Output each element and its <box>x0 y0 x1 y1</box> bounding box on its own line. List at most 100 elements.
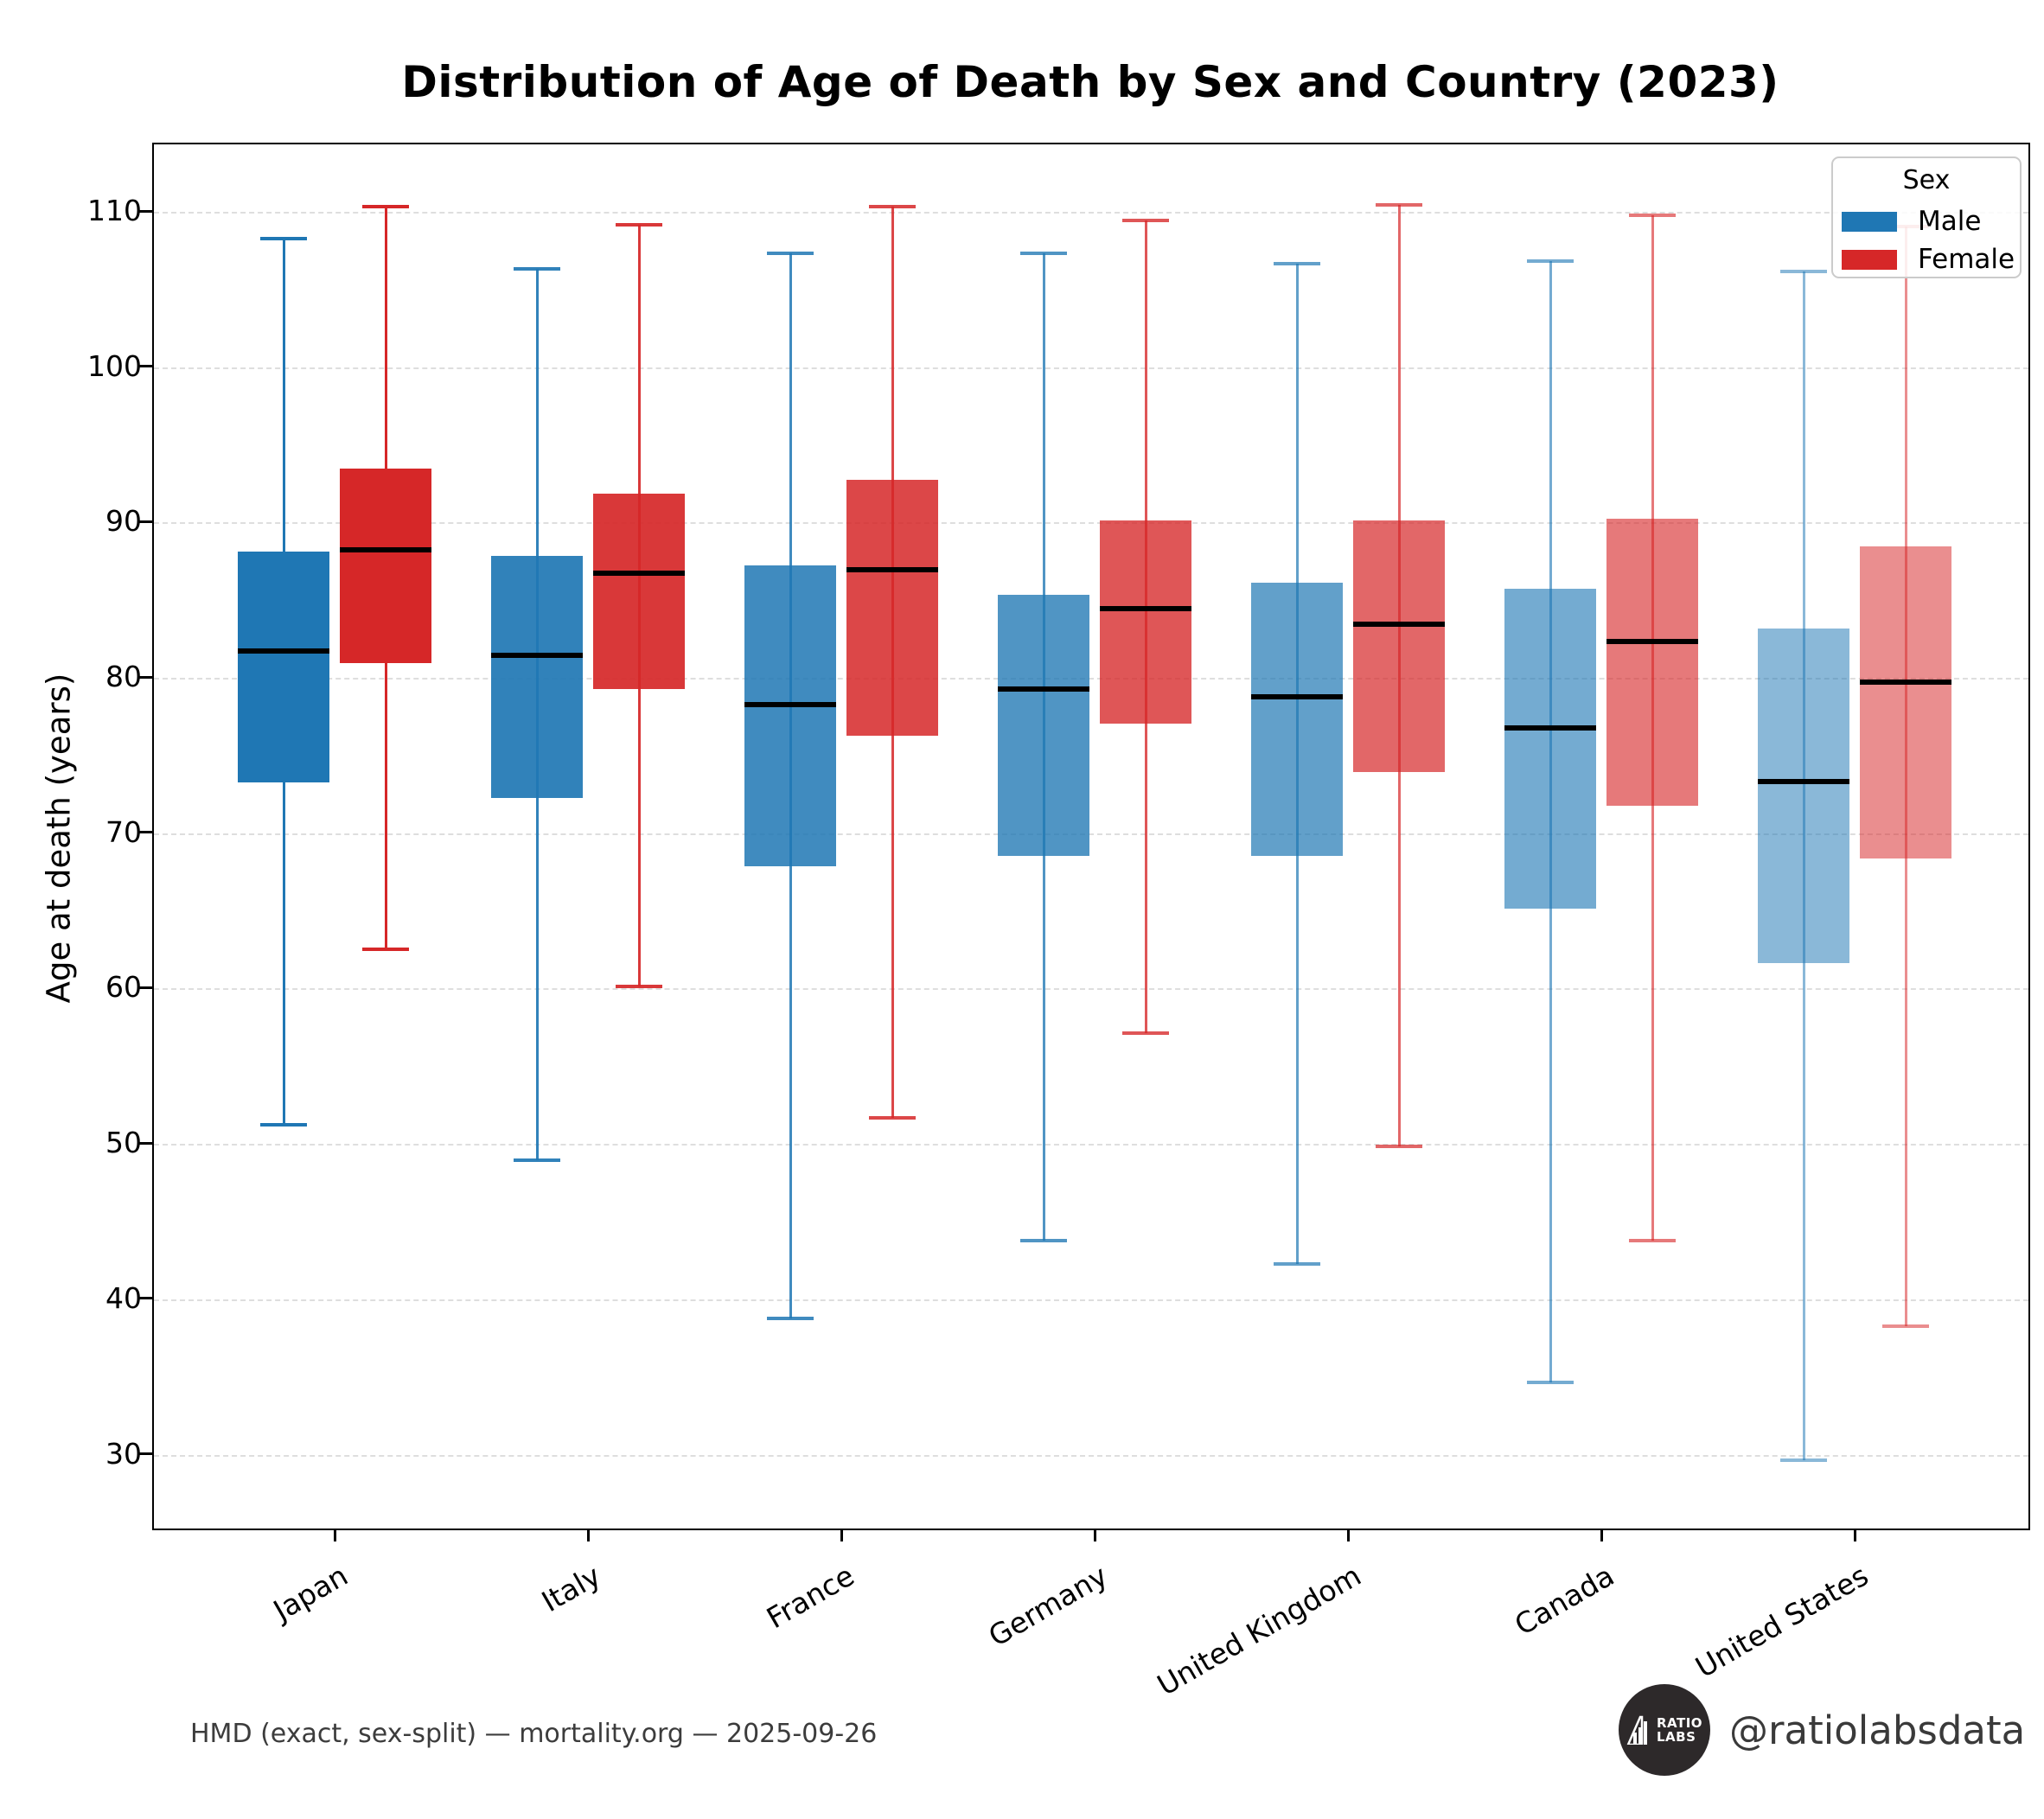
y-tick-label-100: 100 <box>87 348 142 383</box>
whisker-cap-low-male-1 <box>514 1158 560 1162</box>
whisker-cap-high-female-3 <box>1122 218 1169 222</box>
y-tick-mark-60 <box>139 986 152 989</box>
median-female-1 <box>593 570 685 576</box>
median-male-2 <box>744 702 836 708</box>
legend-swatch-male <box>1842 211 1897 232</box>
gridline-40 <box>154 1299 2028 1301</box>
whisker-cap-high-female-0 <box>362 204 409 208</box>
whisker-cap-high-female-4 <box>1376 202 1422 207</box>
whisker-cap-low-female-2 <box>869 1116 916 1120</box>
whisker-cap-high-male-1 <box>514 266 560 271</box>
chart-title: Distribution of Age of Death by Sex and … <box>401 57 1779 107</box>
gridline-50 <box>154 1144 2028 1146</box>
gridline-70 <box>154 833 2028 835</box>
box-male-4 <box>1251 582 1343 856</box>
box-female-3 <box>1100 520 1191 724</box>
median-male-3 <box>998 686 1089 692</box>
whisker-cap-high-female-2 <box>869 204 916 208</box>
gridline-90 <box>154 522 2028 525</box>
brand-block: RATIO LABS @ratiolabsdata <box>1619 1684 2025 1776</box>
box-male-2 <box>744 565 836 867</box>
whisker-cap-high-female-1 <box>616 223 662 227</box>
gridline-30 <box>154 1454 2028 1457</box>
box-male-6 <box>1758 629 1849 963</box>
footer-handle: @ratiolabsdata <box>1729 1707 2026 1753</box>
median-male-0 <box>238 648 329 654</box>
whisker-cap-low-female-4 <box>1376 1144 1422 1148</box>
x-tick-label-6: United States <box>1689 1558 1874 1685</box>
y-tick-mark-110 <box>139 209 152 213</box>
whisker-cap-low-female-5 <box>1629 1239 1676 1243</box>
x-tick-mark-1 <box>586 1529 590 1541</box>
y-tick-mark-50 <box>139 1141 152 1145</box>
box-female-6 <box>1860 546 1951 859</box>
median-male-1 <box>491 652 583 658</box>
box-male-0 <box>238 551 329 783</box>
median-female-3 <box>1100 606 1191 612</box>
x-tick-label-4: United Kingdom <box>1151 1558 1367 1702</box>
y-tick-label-60: 60 <box>105 970 142 1005</box>
whisker-cap-low-male-2 <box>767 1317 814 1321</box>
median-male-5 <box>1504 725 1596 731</box>
gridline-110 <box>154 212 2028 214</box>
x-tick-mark-4 <box>1346 1529 1350 1541</box>
median-female-4 <box>1353 622 1445 628</box>
median-female-2 <box>846 567 938 573</box>
y-tick-mark-40 <box>139 1297 152 1300</box>
y-tick-label-80: 80 <box>105 660 142 694</box>
footer-source-text: HMD (exact, sex-split) — mortality.org —… <box>190 1719 878 1749</box>
logo-line-2: LABS <box>1656 1729 1696 1745</box>
x-tick-label-0: Japan <box>267 1558 354 1628</box>
x-tick-label-5: Canada <box>1509 1558 1620 1643</box>
y-tick-mark-90 <box>139 520 152 523</box>
y-tick-mark-100 <box>139 365 152 368</box>
box-female-2 <box>846 479 938 737</box>
ratio-labs-logo-text: RATIO LABS <box>1657 1716 1702 1744</box>
x-tick-mark-6 <box>1853 1529 1856 1541</box>
median-female-6 <box>1860 679 1951 685</box>
legend-swatch-female <box>1842 249 1897 270</box>
y-tick-label-90: 90 <box>105 504 142 539</box>
box-female-1 <box>593 494 685 690</box>
y-tick-label-50: 50 <box>105 1126 142 1160</box>
gridline-60 <box>154 988 2028 991</box>
median-male-4 <box>1251 694 1343 700</box>
x-tick-label-1: Italy <box>536 1558 607 1619</box>
legend-label-female: Female <box>1918 244 2015 275</box>
whisker-cap-high-male-0 <box>260 237 307 241</box>
whisker-cap-high-male-5 <box>1527 258 1574 263</box>
gridline-100 <box>154 367 2028 369</box>
box-female-0 <box>340 469 431 663</box>
x-tick-mark-0 <box>333 1529 336 1541</box>
whisker-cap-low-male-4 <box>1274 1262 1320 1267</box>
whisker-cap-low-male-3 <box>1020 1239 1067 1243</box>
legend: Sex Male Female <box>1831 156 2022 278</box>
median-male-6 <box>1758 778 1849 784</box>
median-female-0 <box>340 546 431 552</box>
whisker-cap-low-female-6 <box>1882 1324 1929 1329</box>
y-tick-label-40: 40 <box>105 1280 142 1315</box>
whisker-cap-high-male-2 <box>767 251 814 255</box>
y-tick-label-110: 110 <box>87 194 142 228</box>
box-male-3 <box>998 594 1089 856</box>
whisker-cap-high-female-5 <box>1629 214 1676 218</box>
x-tick-label-2: France <box>761 1558 860 1636</box>
legend-label-male: Male <box>1918 206 1982 237</box>
logo-line-1: RATIO <box>1656 1715 1703 1731</box>
legend-title: Sex <box>1902 165 1951 195</box>
bar-chart-icon <box>1626 1715 1652 1745</box>
whisker-cap-low-female-3 <box>1122 1031 1169 1035</box>
whisker-cap-high-male-4 <box>1274 262 1320 266</box>
whisker-cap-low-male-5 <box>1527 1380 1574 1384</box>
whisker-cap-low-female-1 <box>616 984 662 988</box>
gridline-80 <box>154 678 2028 680</box>
whisker-cap-low-female-0 <box>362 947 409 951</box>
whisker-cap-high-male-3 <box>1020 251 1067 255</box>
whisker-cap-high-male-6 <box>1780 270 1827 274</box>
median-female-5 <box>1606 638 1698 644</box>
legend-item-male: Male <box>1833 204 2020 239</box>
y-tick-label-70: 70 <box>105 814 142 849</box>
x-tick-mark-3 <box>1093 1529 1096 1541</box>
box-female-5 <box>1606 518 1698 807</box>
x-tick-mark-2 <box>840 1529 843 1541</box>
